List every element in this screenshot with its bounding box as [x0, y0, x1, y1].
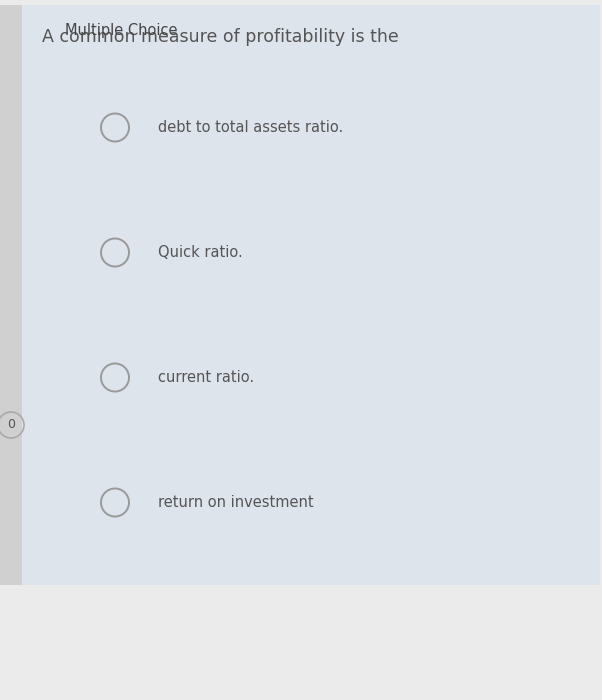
Text: return on investment: return on investment [158, 495, 314, 510]
FancyBboxPatch shape [0, 0, 602, 5]
FancyBboxPatch shape [22, 5, 600, 585]
Text: 0: 0 [7, 419, 15, 431]
Text: Multiple Choice: Multiple Choice [65, 23, 178, 38]
FancyBboxPatch shape [0, 5, 22, 585]
Text: A common measure of profitability is the: A common measure of profitability is the [42, 28, 399, 46]
Text: Quick ratio.: Quick ratio. [158, 245, 243, 260]
Text: debt to total assets ratio.: debt to total assets ratio. [158, 120, 343, 135]
Text: current ratio.: current ratio. [158, 370, 254, 385]
